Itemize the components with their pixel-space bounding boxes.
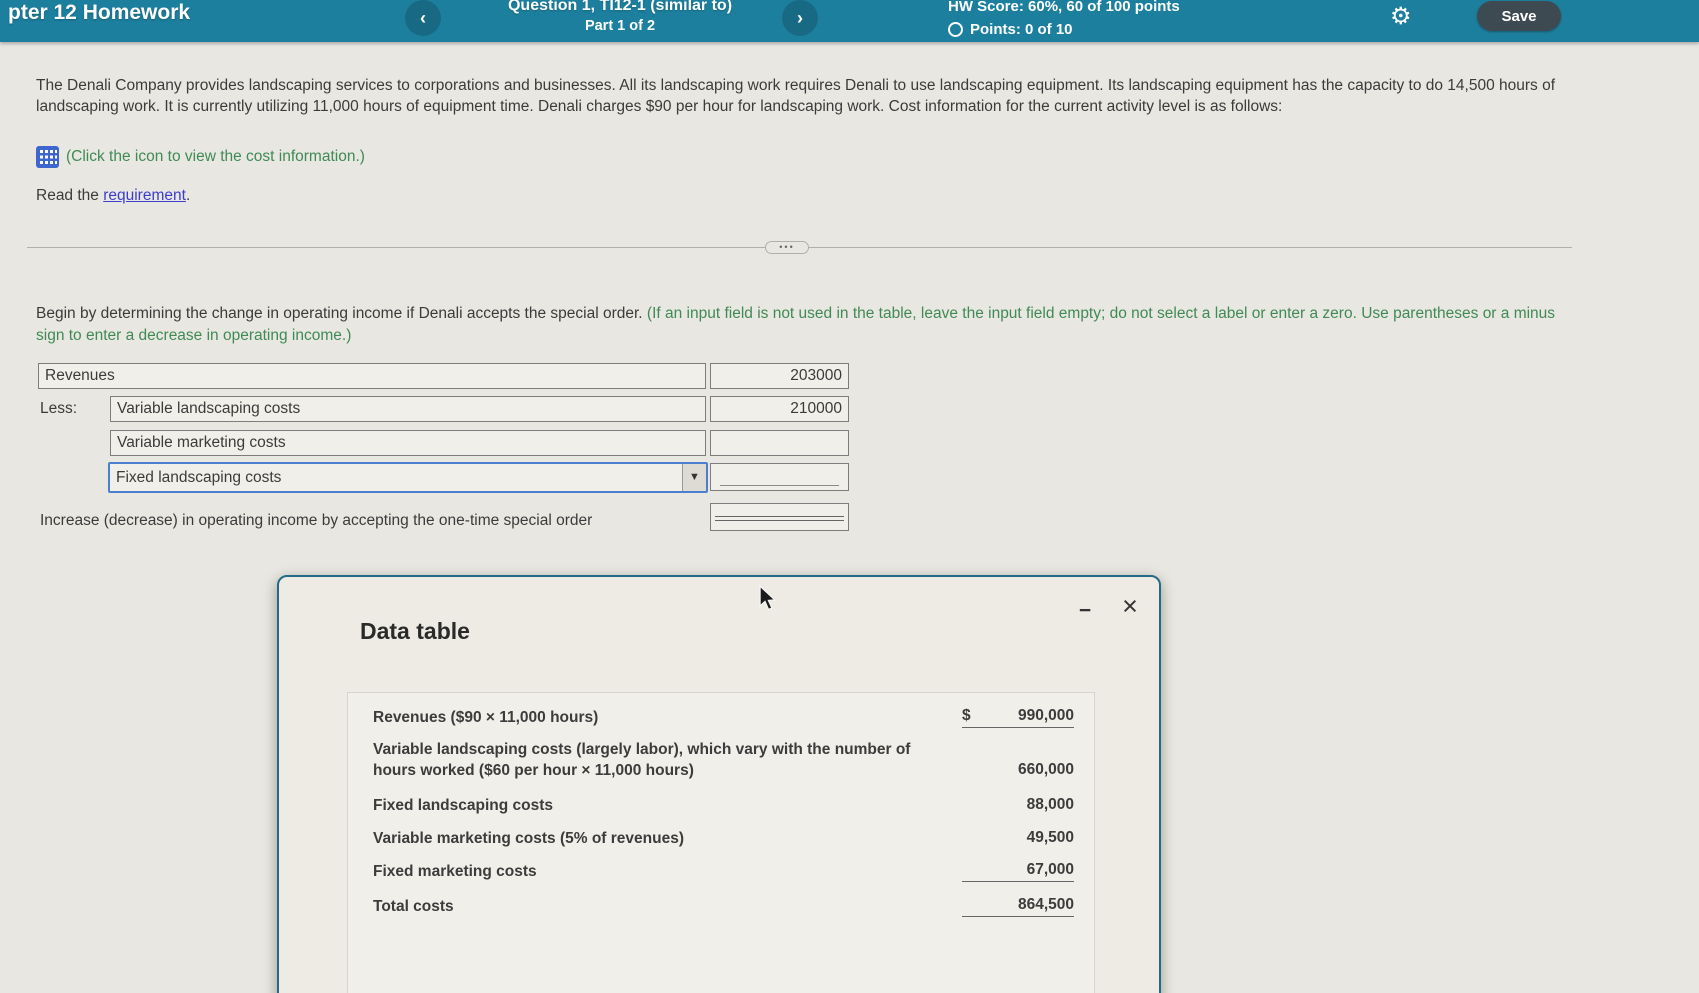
hw-score: HW Score: 60%, 60 of 100 points xyxy=(948,0,1180,15)
chevron-down-icon[interactable]: ▼ xyxy=(682,464,706,491)
table-row: Total costs 864,500 xyxy=(373,896,1074,917)
points-radio-icon xyxy=(948,22,963,37)
modal-close-icon[interactable]: × xyxy=(1117,591,1143,622)
cost-info-caption: (Click the icon to view the cost informa… xyxy=(66,148,365,165)
variable-landscaping-amount-input[interactable] xyxy=(710,396,849,422)
row-label: Fixed marketing costs xyxy=(373,863,537,880)
mouse-cursor xyxy=(759,585,777,611)
settings-gear-icon[interactable]: ⚙ xyxy=(1390,3,1412,30)
divider-drag-handle[interactable]: ••• xyxy=(765,241,809,254)
read-requirement-line: Read the requirement. xyxy=(36,187,190,205)
modal-title: Data table xyxy=(360,618,470,644)
less-label: Less: xyxy=(40,400,78,417)
answer-double-underline xyxy=(715,520,844,521)
row-amount: 88,000 xyxy=(1026,796,1074,813)
row-amount: 990,000 xyxy=(1017,707,1074,724)
modal-minimize-button[interactable]: − xyxy=(1074,599,1096,623)
row-label: Revenues ($90 × 11,000 hours) xyxy=(373,709,599,726)
table-row: Fixed landscaping costs 88,000 xyxy=(373,795,1074,816)
score-block: HW Score: 60%, 60 of 100 points Points: … xyxy=(948,0,1180,38)
dropdown-selected-label: Fixed landscaping costs xyxy=(116,469,282,486)
operating-income-label: Increase (decrease) in operating income … xyxy=(40,512,593,529)
table-row: Fixed marketing costs 67,000 xyxy=(373,861,1074,882)
data-table: Revenues ($90 × 11,000 hours) $ 990,000 … xyxy=(347,692,1095,993)
table-row: Revenues ($90 × 11,000 hours) $ 990,000 xyxy=(373,707,1074,728)
row-label-variable-landscaping: Variable landscaping costs xyxy=(110,396,706,422)
fixed-landscaping-amount-input[interactable] xyxy=(710,463,849,491)
answer-double-underline xyxy=(715,516,844,517)
question-header: Question 1, TI12-1 (similar to) Part 1 o… xyxy=(470,0,770,34)
question-title: Question 1, TI12-1 (similar to) xyxy=(507,0,733,14)
answer-underline xyxy=(720,485,839,486)
chevron-left-icon: ‹ xyxy=(420,8,426,28)
row-amount: 49,500 xyxy=(1026,829,1074,846)
row-label-variable-marketing: Variable marketing costs xyxy=(110,430,706,456)
question-part: Part 1 of 2 xyxy=(584,18,656,34)
row-amount: 864,500 xyxy=(1017,896,1074,913)
chevron-right-icon: › xyxy=(797,8,803,28)
row-label: Variable landscaping costs (largely labo… xyxy=(373,741,911,779)
save-button[interactable]: Save xyxy=(1477,1,1561,31)
currency-symbol: $ xyxy=(962,707,971,724)
table-row: Variable marketing costs (5% of revenues… xyxy=(373,828,1074,849)
instruction-normal: Begin by determining the change in opera… xyxy=(36,305,647,322)
data-table-modal: − × Data table Revenues ($90 × 11,000 ho… xyxy=(277,575,1161,993)
problem-statement: The Denali Company provides landscaping … xyxy=(36,77,1556,115)
read-suffix: . xyxy=(185,187,191,204)
read-prefix: Read the xyxy=(36,187,104,204)
app-header: pter 12 Homework ‹ Question 1, TI12-1 (s… xyxy=(0,0,1699,42)
instruction-green: (If an input field is not used in the ta… xyxy=(36,305,1556,344)
row-label: Fixed landscaping costs xyxy=(373,797,554,814)
row-label: Total costs xyxy=(373,898,454,915)
row-amount: 660,000 xyxy=(1017,761,1074,778)
page-title: pter 12 Homework xyxy=(8,1,191,24)
points-label: Points: 0 of 10 xyxy=(970,21,1073,38)
cost-info-table-icon[interactable] xyxy=(36,146,59,168)
requirement-link[interactable]: requirement xyxy=(103,187,186,204)
row-amount: 67,000 xyxy=(1026,861,1074,878)
row-label-revenues: Revenues xyxy=(38,363,706,389)
instruction-text: Begin by determining the change in opera… xyxy=(36,303,1582,347)
revenues-amount-input[interactable] xyxy=(710,363,849,389)
next-question-button[interactable]: › xyxy=(782,0,818,36)
fixed-landscaping-dropdown[interactable]: Fixed landscaping costs ▼ xyxy=(108,462,708,493)
operating-income-amount-input[interactable] xyxy=(710,503,849,531)
variable-marketing-amount-input[interactable] xyxy=(710,430,849,456)
previous-question-button[interactable]: ‹ xyxy=(405,0,441,36)
table-row: Variable landscaping costs (largely labo… xyxy=(373,739,1074,781)
row-label: Variable marketing costs (5% of revenues… xyxy=(373,830,684,847)
